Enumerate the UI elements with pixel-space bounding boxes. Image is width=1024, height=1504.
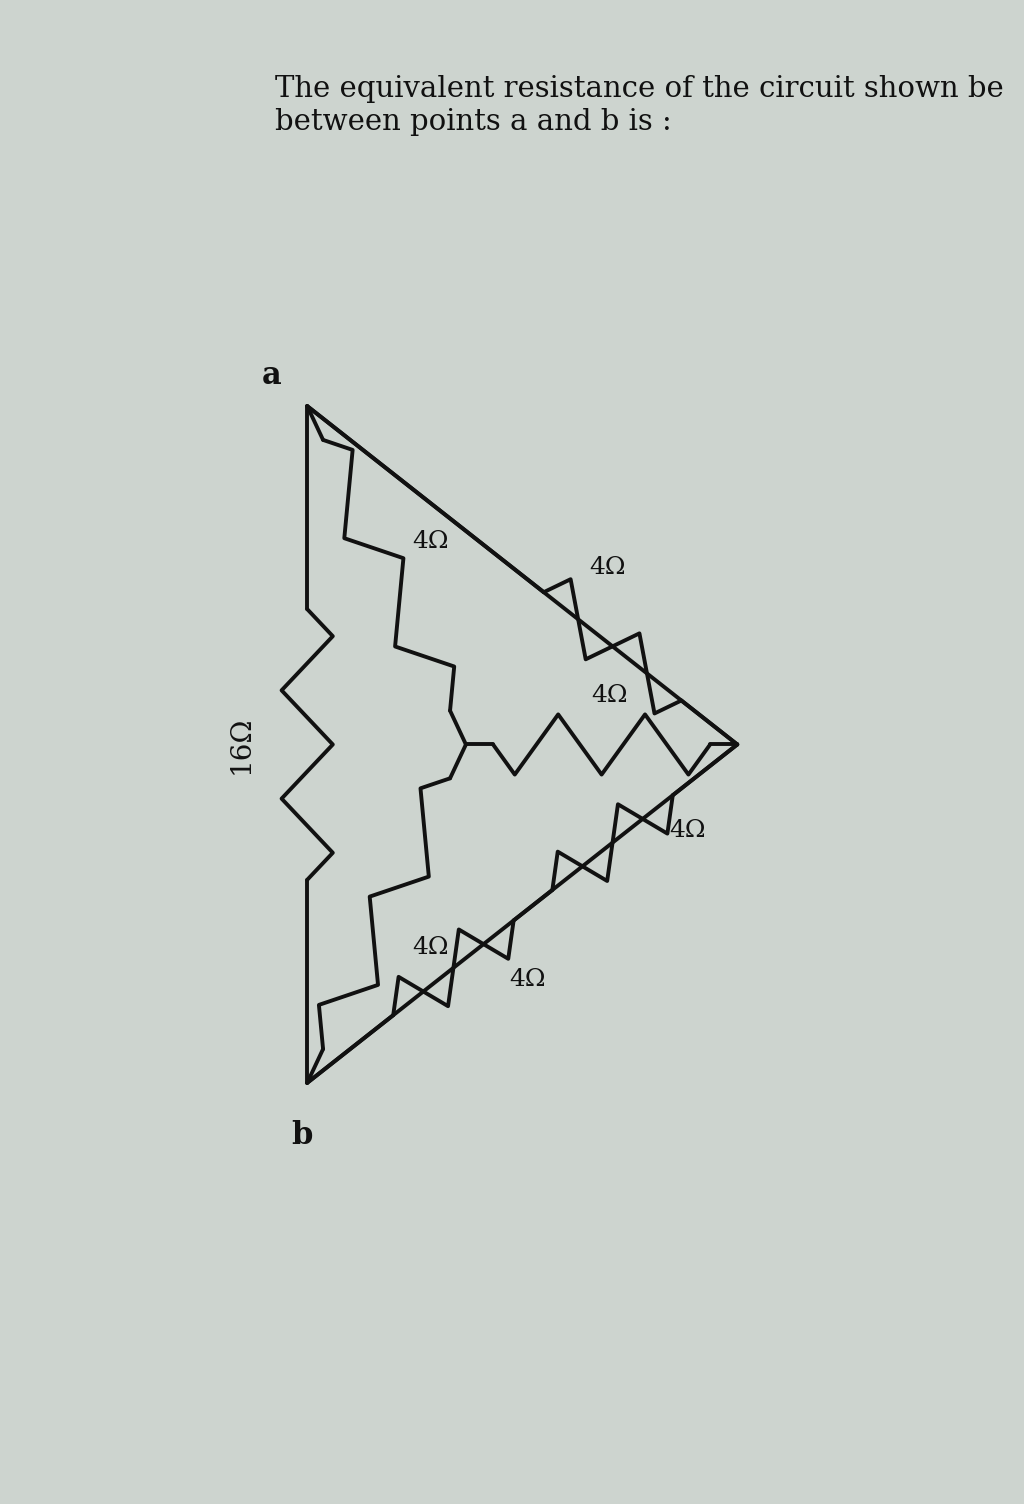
Text: 16Ω: 16Ω [227,716,254,773]
Text: a: a [262,359,282,391]
Text: 4Ω: 4Ω [592,684,628,707]
Text: 4Ω: 4Ω [589,555,626,579]
Text: 4Ω: 4Ω [510,969,546,991]
Text: 4Ω: 4Ω [412,935,449,960]
Text: 4Ω: 4Ω [669,820,706,842]
Text: The equivalent resistance of the circuit shown be
between points a and b is :: The equivalent resistance of the circuit… [274,75,1004,135]
Text: 4Ω: 4Ω [412,529,449,553]
Text: b: b [292,1120,312,1152]
